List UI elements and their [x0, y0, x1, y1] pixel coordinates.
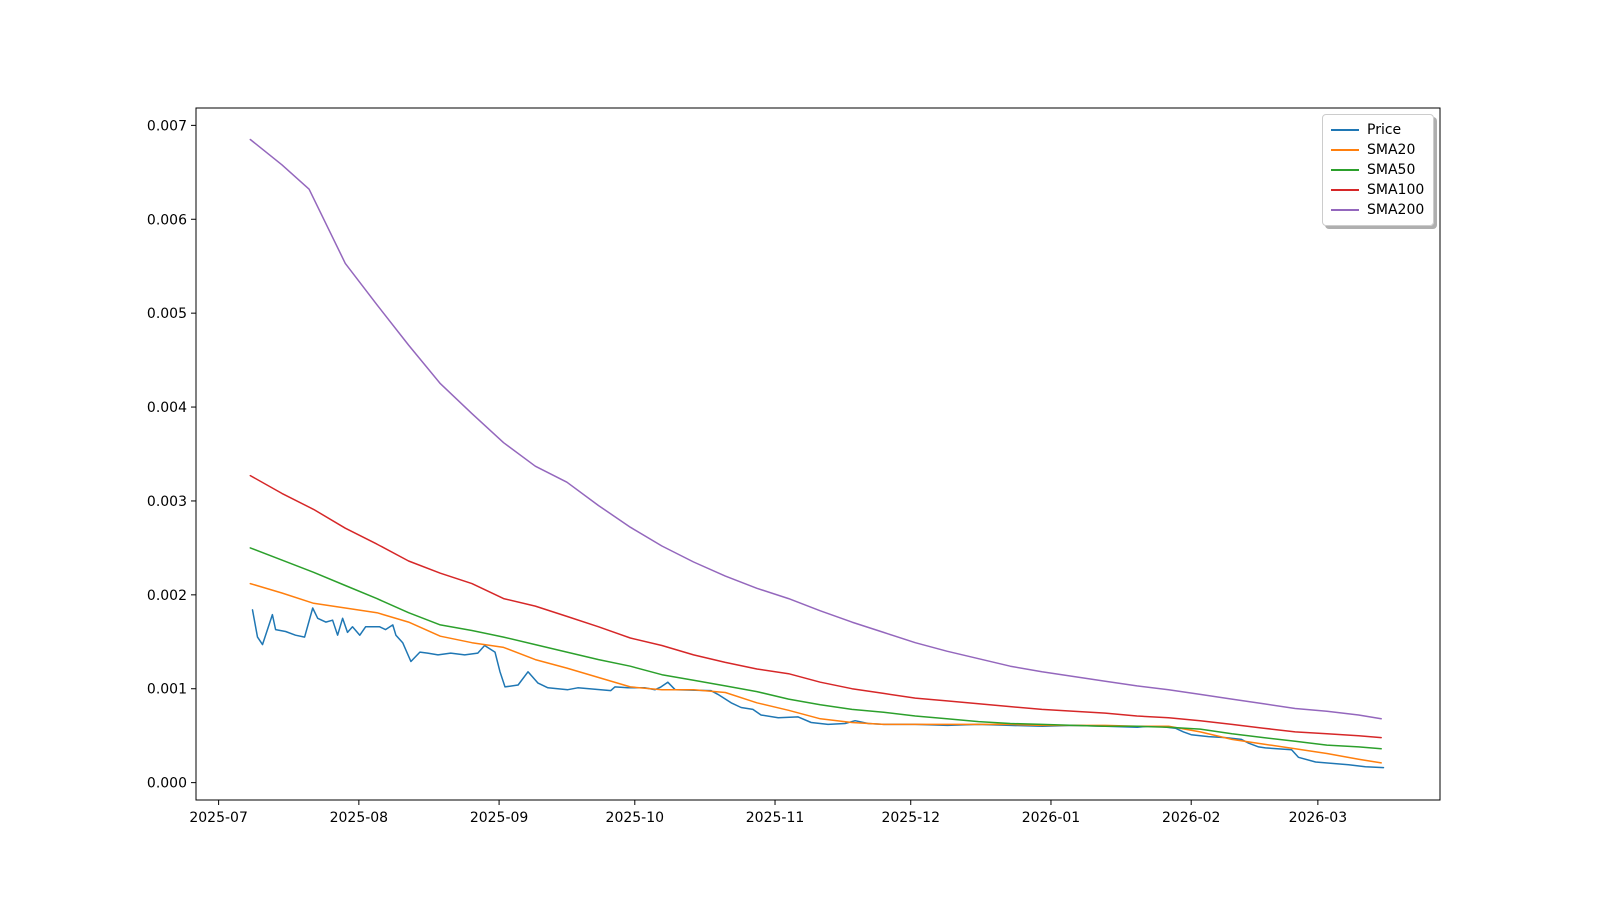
legend-sample-sma100 [1331, 189, 1359, 191]
legend-item-sma200: SMA200 [1331, 200, 1425, 220]
x-tick-label: 2026-01 [1022, 810, 1081, 826]
x-tick-label: 2025-09 [470, 810, 529, 826]
y-tick-label: 0.005 [147, 306, 187, 322]
x-tick-label: 2025-07 [189, 810, 248, 826]
y-tick-label: 0.006 [147, 212, 187, 228]
y-tick-label: 0.000 [147, 776, 187, 792]
legend-item-price: Price [1331, 120, 1425, 140]
legend-sample-sma50 [1331, 169, 1359, 171]
x-tick-label: 2025-12 [881, 810, 940, 826]
legend-label-sma50: SMA50 [1367, 162, 1416, 178]
series-line-sma200 [249, 138, 1382, 720]
legend-label-sma20: SMA20 [1367, 142, 1416, 158]
legend-sample-sma20 [1331, 149, 1359, 151]
series-line-sma20 [249, 582, 1382, 764]
legend-sample-price [1331, 129, 1359, 131]
y-tick-label: 0.004 [147, 400, 187, 416]
legend-sample-sma200 [1331, 209, 1359, 211]
axes-spines [195, 107, 1441, 801]
series-line-sma100 [249, 474, 1382, 739]
x-tick-label: 2025-10 [606, 810, 665, 826]
y-tick-label: 0.001 [147, 682, 187, 698]
legend-item-sma50: SMA50 [1331, 160, 1425, 180]
legend-label-price: Price [1367, 122, 1402, 138]
legend-label-sma100: SMA100 [1367, 182, 1425, 198]
x-tick-label: 2026-02 [1162, 810, 1221, 826]
x-tick-label: 2025-08 [330, 810, 389, 826]
series-line-sma50 [249, 547, 1382, 750]
x-tick-label: 2026-03 [1289, 810, 1348, 826]
legend: Price SMA20 SMA50 SMA100 SMA200 [1322, 114, 1434, 226]
legend-item-sma100: SMA100 [1331, 180, 1425, 200]
y-tick-label: 0.007 [147, 118, 187, 134]
legend-label-sma200: SMA200 [1367, 202, 1425, 218]
y-tick-label: 0.003 [147, 494, 187, 510]
x-tick-label: 2025-11 [746, 810, 805, 826]
y-tick-label: 0.002 [147, 588, 187, 604]
series-line-price [251, 607, 1385, 769]
legend-item-sma20: SMA20 [1331, 140, 1425, 160]
